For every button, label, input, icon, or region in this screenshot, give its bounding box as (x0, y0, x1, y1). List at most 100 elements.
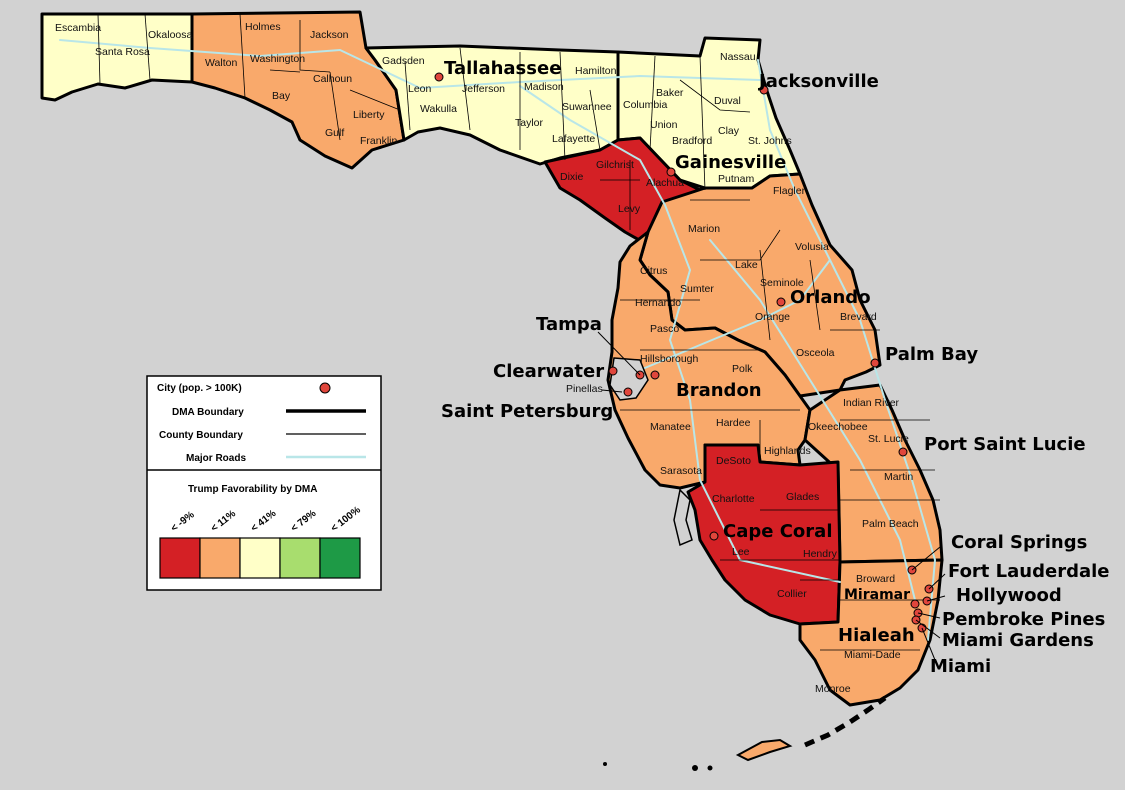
county-label: Baker (656, 87, 684, 99)
keys-island-1 (735, 738, 793, 762)
city-label-coral-springs: Coral Springs (951, 532, 1087, 553)
county-label: Walton (205, 57, 237, 69)
county-label: Marion (688, 223, 720, 235)
legend-swatch (279, 537, 321, 579)
county-label: Hardee (716, 417, 751, 429)
county-label: Franklin (360, 135, 398, 147)
city-dot (434, 72, 444, 82)
keys-chain (804, 695, 887, 748)
city-dot (910, 599, 920, 609)
leader-coral-springs (911, 546, 941, 571)
county-label: Hamilton (575, 65, 617, 77)
county-label: Lake (735, 259, 758, 271)
legend-swatch (239, 537, 281, 579)
legend-swatch (159, 537, 201, 579)
keys-dot-2 (707, 765, 713, 771)
county-label: Polk (732, 363, 753, 375)
city-label-hialeah: Hialeah (838, 625, 915, 646)
city-label-saint-petersburg: Saint Petersburg (441, 401, 613, 422)
road-i95 (757, 59, 937, 641)
county-label: Seminole (760, 277, 804, 289)
county-label: Lafayette (552, 133, 595, 145)
county-label: St. Lucie (868, 433, 909, 445)
city-label-port-saint-lucie: Port Saint Lucie (924, 434, 1086, 455)
county-label: Pasco (650, 323, 679, 335)
city-dot (666, 167, 676, 177)
city-dot (623, 387, 633, 397)
county-label: Okaloosa (148, 29, 193, 41)
keys-dot-3 (603, 762, 607, 766)
road-i75 (519, 85, 841, 583)
road-turnpike (709, 239, 916, 601)
region-miami (798, 558, 944, 707)
city-label-miami: Miami (930, 656, 991, 677)
city-label-gainesville: Gainesville (675, 152, 786, 173)
county-label: Monroe (815, 683, 851, 695)
region-fort-myers (686, 443, 842, 626)
county-label: Clay (718, 125, 740, 137)
county-label: Putnam (718, 173, 754, 185)
city-dot (776, 297, 786, 307)
county-label: Osceola (796, 347, 835, 359)
county-label: Pinellas (566, 383, 603, 395)
legend-city-dot (319, 382, 331, 394)
city-label-clearwater: Clearwater (493, 361, 604, 382)
county-label: Broward (856, 573, 895, 585)
county-label: Lee (732, 546, 750, 558)
county-label: Washington (250, 53, 305, 65)
legend-scale-title: Trump Favorability by DMA (188, 484, 317, 495)
county-label: Volusia (795, 241, 829, 253)
city-dot (870, 358, 880, 368)
county-label: Gilchrist (596, 159, 634, 171)
city-label-tallahassee: Tallahassee (444, 58, 561, 79)
county-label: Santa Rosa (95, 46, 150, 58)
legend-city-label: City (pop. > 100K) (157, 383, 242, 394)
county-label: Liberty (353, 109, 385, 121)
road-i10 (59, 39, 761, 90)
county-label: Columbia (623, 99, 668, 111)
county-label: Miami-Dade (844, 649, 901, 661)
county-label: Calhoun (313, 73, 352, 85)
city-dot (759, 85, 769, 95)
charlotte-harbor (673, 488, 693, 547)
region-tallahassee (364, 44, 620, 166)
leader-pinellas (601, 389, 623, 393)
city-label-cape-coral: Cape Coral (723, 521, 833, 542)
tampa-bay (609, 357, 649, 401)
county-label: Sumter (680, 283, 714, 295)
county-label: Jefferson (462, 83, 505, 95)
road-i4 (639, 259, 831, 371)
keys-dot-1 (692, 765, 698, 771)
county-label: Flagler (773, 185, 806, 197)
county-label: Gadsden (382, 55, 425, 67)
county-label: Highlands (764, 445, 811, 457)
county-label: Taylor (515, 117, 544, 129)
county-label: Palm Beach (862, 518, 919, 530)
county-label: Martin (884, 471, 913, 483)
leader-miami-gardens (915, 619, 941, 639)
county-label: Gulf (325, 127, 344, 139)
county-label: Citrus (640, 265, 667, 277)
county-label: Duval (714, 95, 741, 107)
county-label: Bradford (672, 135, 712, 147)
leader-tampa (597, 331, 641, 376)
county-label: Charlotte (712, 493, 755, 505)
city-label-orlando: Orlando (790, 287, 871, 308)
county-label: Alachua (646, 177, 684, 189)
county-label: Indian River (843, 397, 900, 409)
county-label: Escambia (55, 22, 101, 34)
city-label-miramar: Miramar (844, 587, 910, 603)
legend: City (pop. > 100K) DMA Boundary County B… (146, 375, 382, 591)
county-label: Suwannee (562, 101, 612, 113)
county-label: Bay (272, 90, 291, 102)
city-label-pembroke-pines: Pembroke Pines (942, 609, 1105, 630)
county-label: Wakulla (420, 103, 457, 115)
leader-hollywood (926, 595, 946, 602)
county-label: St. Johns (748, 135, 792, 147)
county-label: Leon (408, 83, 432, 95)
county-label: Collier (777, 588, 807, 600)
legend-county-label: County Boundary (159, 430, 243, 441)
leader-fort-lauderdale (928, 573, 946, 590)
